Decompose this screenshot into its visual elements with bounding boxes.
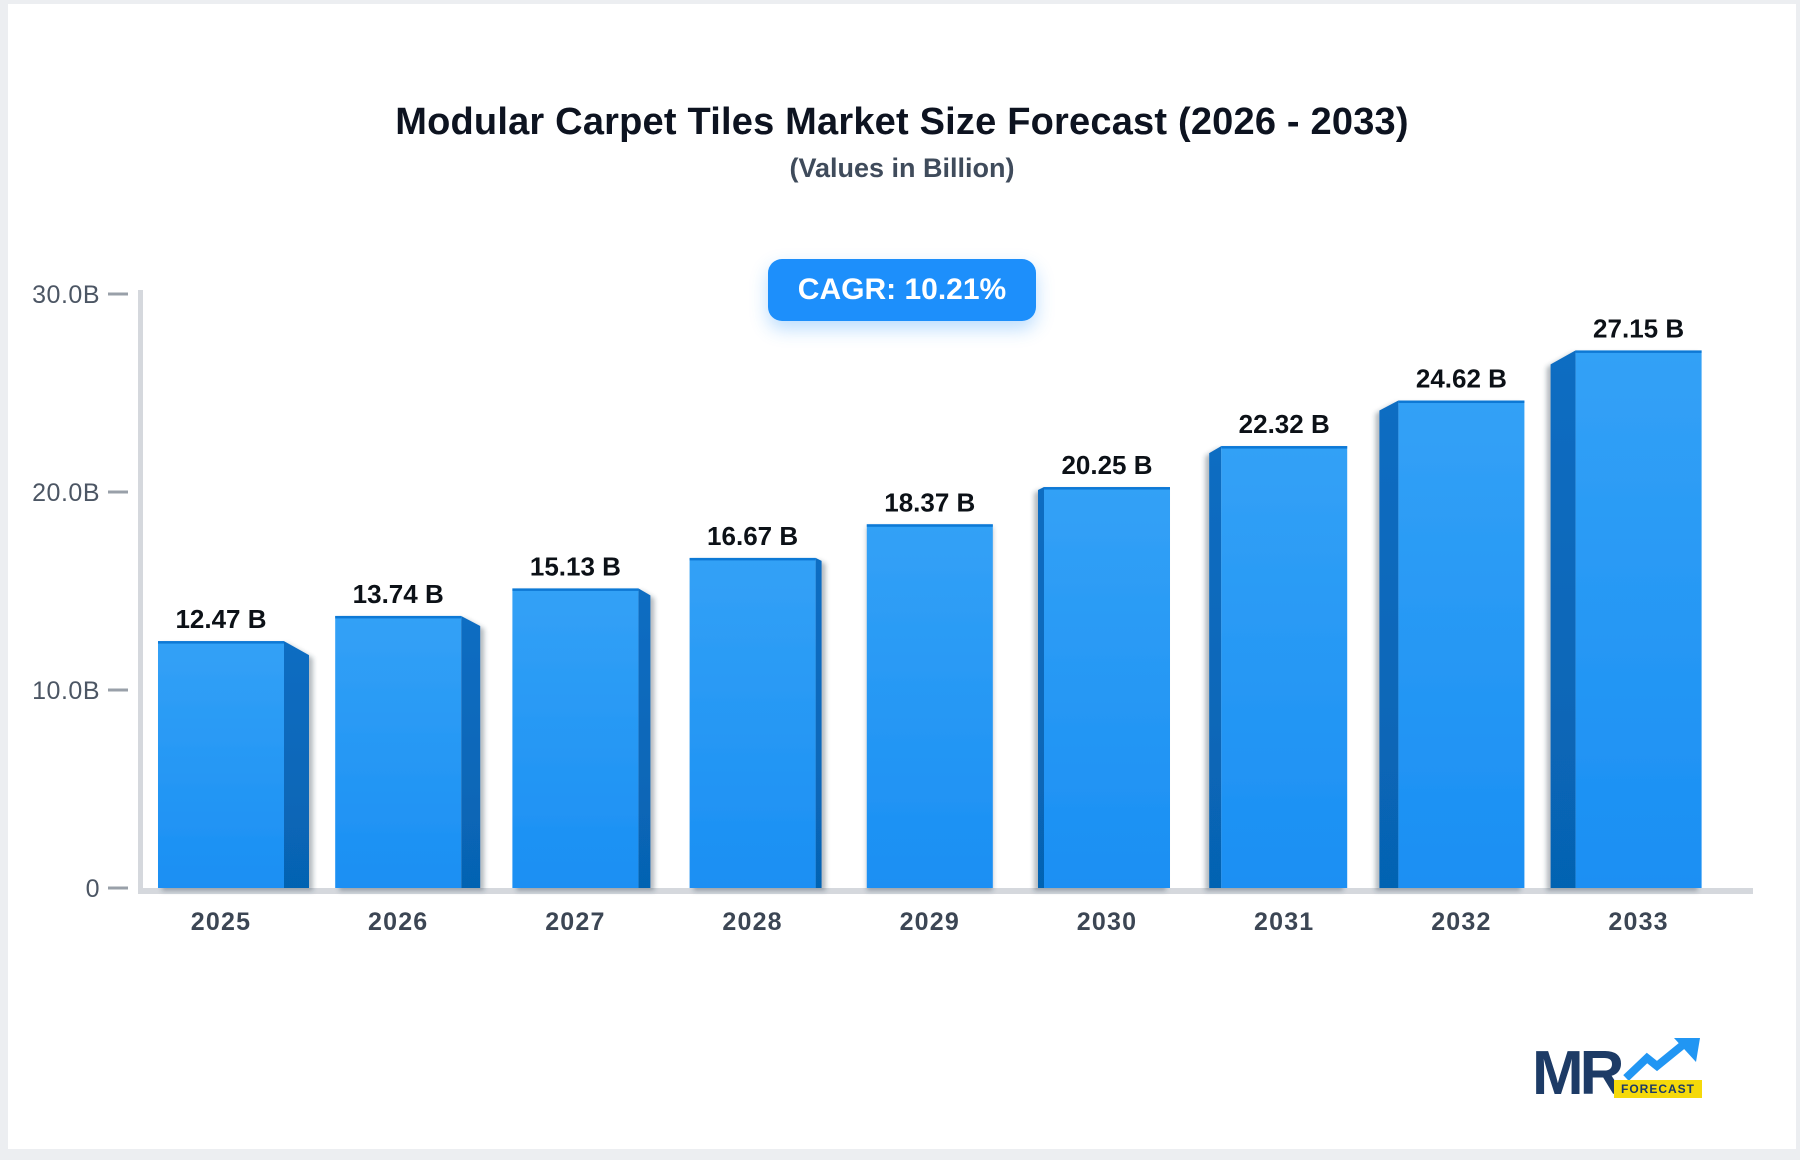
bar-top-edge xyxy=(158,641,284,644)
x-axis-label: 2031 xyxy=(1254,908,1314,936)
y-axis-tick-label: 30.0B xyxy=(32,281,100,309)
brand-logo-mr: MR xyxy=(1532,1039,1624,1108)
bar xyxy=(689,557,816,888)
brand-logo-forecast: FORECAST xyxy=(1614,1080,1702,1098)
x-axis-label: 2033 xyxy=(1608,908,1668,936)
bar-group: 16.67 B 2028 xyxy=(689,521,822,936)
trend-arrow-icon xyxy=(1623,1038,1700,1081)
bar-group: 15.13 B 2027 xyxy=(512,551,651,936)
brand-logo: MR FORECAST xyxy=(1532,1036,1702,1108)
bar-group: 24.62 B 2032 xyxy=(1379,364,1525,936)
bar-top-edge xyxy=(335,615,462,619)
bar-value-label: 24.62 B xyxy=(1416,364,1507,394)
x-axis-label: 2028 xyxy=(722,908,782,936)
bar-top-edge xyxy=(512,588,639,591)
x-axis-label: 2032 xyxy=(1431,908,1491,936)
x-axis-label: 2027 xyxy=(545,908,605,936)
y-axis-tick-label: 20.0B xyxy=(32,479,100,507)
bar-value-label: 15.13 B xyxy=(530,551,621,581)
bar xyxy=(1575,350,1702,888)
chart-subtitle: (Values in Billion) xyxy=(789,153,1015,183)
y-axis-line xyxy=(138,290,143,894)
bar-group: 18.37 B 2029 xyxy=(866,487,993,936)
bar-side-face xyxy=(1209,446,1222,888)
bar xyxy=(866,524,993,888)
y-axis-tick xyxy=(108,490,128,494)
bar-value-label: 16.67 B xyxy=(707,521,798,551)
bar-value-label: 13.74 B xyxy=(353,579,444,609)
cagr-badge-wrap: CAGR: 10.21% xyxy=(8,259,1796,321)
bar-group: 22.32 B 2031 xyxy=(1209,409,1348,936)
bar-top-edge xyxy=(1398,400,1525,404)
bar-side-face xyxy=(1379,400,1399,888)
bar-group: 27.15 B 2033 xyxy=(1550,313,1702,936)
bar-chart: 30.0B 20.0B 10.0B 0 12.47 B 2025 13.74 B 2026 15… xyxy=(32,281,1753,936)
bar-side-face xyxy=(815,557,822,888)
bar xyxy=(512,588,639,888)
bar-top-edge xyxy=(1221,446,1348,449)
bar-value-label: 27.15 B xyxy=(1593,313,1684,343)
chart-title: Modular Carpet Tiles Market Size Forecas… xyxy=(395,101,1409,143)
bar-group: 13.74 B 2026 xyxy=(335,579,481,936)
bar xyxy=(1398,400,1525,888)
bar-top-edge xyxy=(1575,350,1702,353)
x-axis-label: 2025 xyxy=(191,908,251,936)
bar xyxy=(158,641,284,888)
bar-side-face xyxy=(638,588,651,888)
y-axis-tick-label: 10.0B xyxy=(32,677,100,705)
bar-value-label: 20.25 B xyxy=(1061,450,1152,480)
bar xyxy=(1221,446,1348,888)
bar-group: 12.47 B 2025 xyxy=(158,604,309,936)
y-axis-tick xyxy=(108,688,128,692)
y-axis-tick xyxy=(108,292,128,296)
bar-value-label: 22.32 B xyxy=(1239,409,1330,439)
bar-top-edge xyxy=(866,524,993,527)
bar-side-face xyxy=(1550,350,1576,888)
bar-side-face xyxy=(1038,487,1044,888)
x-axis-line xyxy=(138,888,1753,894)
x-axis-label: 2030 xyxy=(1077,908,1137,936)
x-axis-label: 2029 xyxy=(900,908,960,936)
bar-value-label: 18.37 B xyxy=(884,487,975,517)
chart-canvas: Modular Carpet Tiles Market Size Forecas… xyxy=(8,4,1796,1149)
y-axis-tick xyxy=(108,886,128,890)
bar-top-edge xyxy=(689,557,816,561)
bar-side-face xyxy=(461,615,481,888)
brand-logo-right: FORECAST xyxy=(1614,1036,1702,1102)
bar-top-edge xyxy=(1044,487,1170,490)
y-axis-tick-label: 0 xyxy=(86,875,100,903)
bar-group: 20.25 B 2030 xyxy=(1038,450,1170,936)
bar xyxy=(1044,487,1170,888)
cagr-badge: CAGR: 10.21% xyxy=(767,259,1037,321)
bar-side-face xyxy=(284,641,309,888)
bar-value-label: 12.47 B xyxy=(175,604,266,634)
x-axis-label: 2026 xyxy=(368,908,428,936)
bar xyxy=(335,615,462,888)
